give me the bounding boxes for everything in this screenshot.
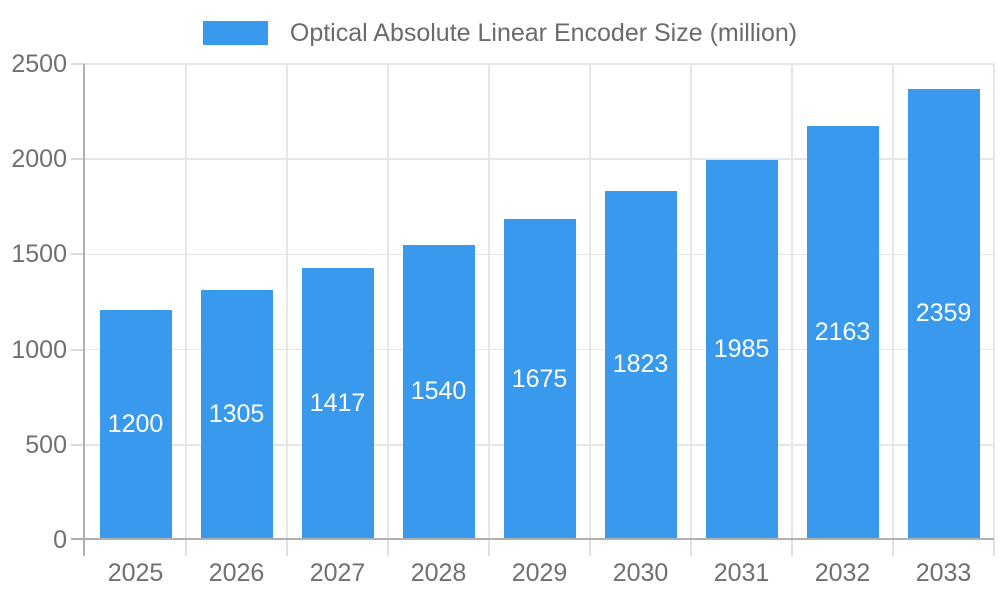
bar-2033[interactable]: 2359 [907, 88, 980, 538]
y-axis-tick-label: 1000 [11, 335, 67, 364]
bar-2026[interactable]: 1305 [200, 289, 273, 538]
legend-label: Optical Absolute Linear Encoder Size (mi… [289, 19, 798, 47]
bar-value-label: 2163 [814, 318, 871, 347]
x-axis-tick [892, 540, 894, 556]
bar-value-label: 1305 [208, 399, 265, 428]
x-axis-tick [185, 540, 187, 556]
gridline-vertical [993, 64, 995, 540]
y-axis-tick-label: 2500 [11, 50, 67, 78]
x-axis-tick [589, 540, 591, 556]
legend-swatch [202, 21, 268, 45]
x-axis-tick-label: 2029 [511, 559, 568, 587]
y-axis-tick-label: 1500 [11, 240, 67, 269]
x-axis-tick-label: 2033 [915, 559, 972, 587]
bar-value-label: 1417 [309, 389, 366, 418]
x-axis-tick [286, 540, 288, 556]
gridline-horizontal [85, 63, 994, 65]
bar-value-label: 1823 [612, 350, 669, 379]
y-axis-tick [71, 158, 85, 161]
bar-2028[interactable]: 1540 [402, 244, 475, 538]
y-axis-tick [71, 253, 85, 256]
legend-item[interactable]: Optical Absolute Linear Encoder Size (mi… [0, 20, 1000, 46]
x-axis-tick-label: 2028 [410, 559, 467, 587]
y-axis-tick-label: 500 [25, 430, 67, 459]
gridline-horizontal [85, 158, 994, 160]
x-axis-tick-label: 2032 [814, 559, 871, 587]
x-axis-tick-label: 2031 [713, 559, 770, 587]
gridline-vertical [185, 64, 187, 540]
bar-value-label: 2359 [915, 299, 972, 328]
gridline-vertical [791, 64, 793, 540]
x-axis-tick-label: 2026 [208, 559, 265, 587]
y-axis-tick [71, 443, 85, 446]
x-axis-line [71, 538, 994, 540]
bar-value-label: 1200 [107, 409, 164, 438]
y-axis-tick [71, 348, 85, 351]
x-axis-tick [690, 540, 692, 556]
gridline-vertical [892, 64, 894, 540]
x-axis-tick [993, 540, 995, 556]
bar-value-label: 1985 [713, 335, 770, 364]
x-axis-tick [791, 540, 793, 556]
y-axis-tick-label: 0 [53, 526, 67, 554]
bar-2031[interactable]: 1985 [705, 160, 778, 538]
x-axis-tick-label: 2030 [612, 559, 669, 587]
x-axis-tick-label: 2027 [309, 559, 366, 587]
y-axis-line [83, 64, 85, 556]
bar-value-label: 1540 [410, 377, 467, 406]
gridline-vertical [387, 64, 389, 540]
y-axis-tick [71, 63, 85, 65]
x-axis-tick-label: 2025 [107, 559, 164, 587]
bar-value-label: 1675 [511, 364, 568, 393]
x-axis-tick [387, 540, 389, 556]
y-axis-tick-label: 2000 [11, 145, 67, 174]
gridline-vertical [690, 64, 692, 540]
bar-2025[interactable]: 1200 [99, 309, 172, 538]
gridline-vertical [286, 64, 288, 540]
bar-2032[interactable]: 2163 [806, 126, 879, 538]
bar-2027[interactable]: 1417 [301, 268, 374, 538]
gridline-vertical [589, 64, 591, 540]
bar-2030[interactable]: 1823 [604, 190, 677, 538]
x-axis-tick [488, 540, 490, 556]
gridline-vertical [488, 64, 490, 540]
bar-2029[interactable]: 1675 [503, 219, 576, 538]
